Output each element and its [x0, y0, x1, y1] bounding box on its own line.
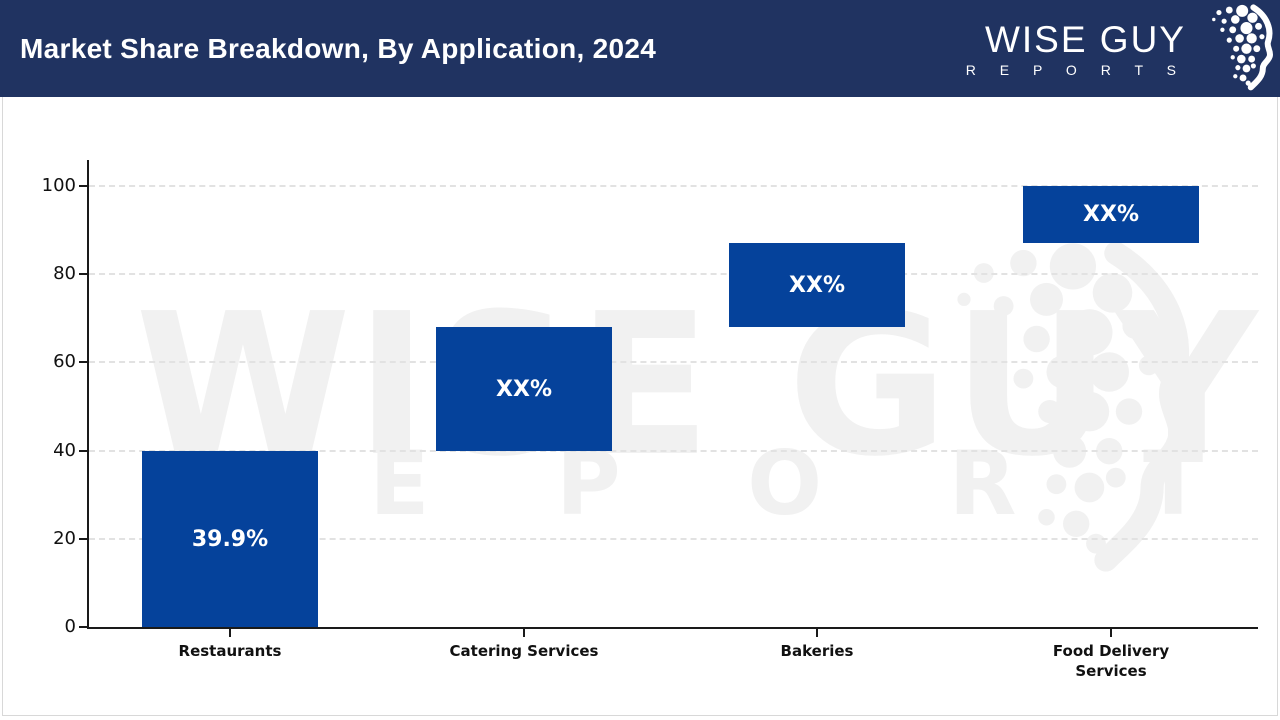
brand-logo-text: WISE GUY R E P O R T S: [965, 18, 1186, 78]
x-category-label: Bakeries: [780, 642, 854, 660]
x-category-label: Food Delivery Services: [1052, 642, 1170, 680]
x-axis-line: [87, 627, 1258, 629]
brand-subname: R E P O R T S: [965, 61, 1186, 78]
y-tick-label: 60: [53, 351, 76, 373]
bar-value-label: XX%: [496, 376, 552, 402]
y-tick-label: 0: [64, 616, 76, 637]
waterfall-bar-1: 39.9%: [142, 451, 318, 627]
y-tick-mark: [79, 626, 87, 628]
y-tick-mark: [79, 449, 87, 452]
brand-name: WISE GUY: [984, 18, 1186, 60]
y-tick-mark: [79, 185, 87, 187]
brand-logo: WISE GUY R E P O R T S: [966, 4, 1274, 94]
y-axis-line: [87, 160, 89, 629]
x-tick-mark: [229, 629, 231, 637]
x-tick-mark: [1110, 629, 1112, 637]
y-tick-label: 20: [53, 527, 76, 549]
y-tick-label: 100: [41, 175, 76, 196]
bar-value-label: 39.9%: [191, 526, 269, 552]
y-gridline: [89, 537, 1258, 540]
x-category-label: Restaurants: [178, 642, 282, 660]
y-gridline: [89, 273, 1258, 276]
y-tick-label: 40: [53, 439, 76, 461]
waterfall-bar-4: XX%: [1023, 186, 1199, 244]
x-category-label: Catering Services: [449, 642, 599, 660]
y-tick-mark: [79, 537, 87, 540]
y-tick-mark: [79, 273, 87, 276]
header-bar: Market Share Breakdown, By Application, …: [0, 0, 1280, 97]
y-tick-mark: [79, 361, 87, 364]
waterfall-bar-3: XX%: [729, 243, 905, 328]
y-gridline: [89, 361, 1258, 364]
bar-value-label: XX%: [789, 272, 845, 298]
page-title: Market Share Breakdown, By Application, …: [20, 32, 657, 64]
brand-face-icon: [1188, 3, 1274, 95]
y-gridline: [89, 449, 1258, 452]
bar-value-label: XX%: [1083, 202, 1139, 228]
waterfall-bar-2: XX%: [436, 327, 612, 452]
y-tick-label: 80: [53, 263, 76, 285]
x-tick-mark: [523, 629, 525, 637]
y-gridline: [89, 185, 1258, 187]
x-tick-mark: [816, 629, 818, 637]
